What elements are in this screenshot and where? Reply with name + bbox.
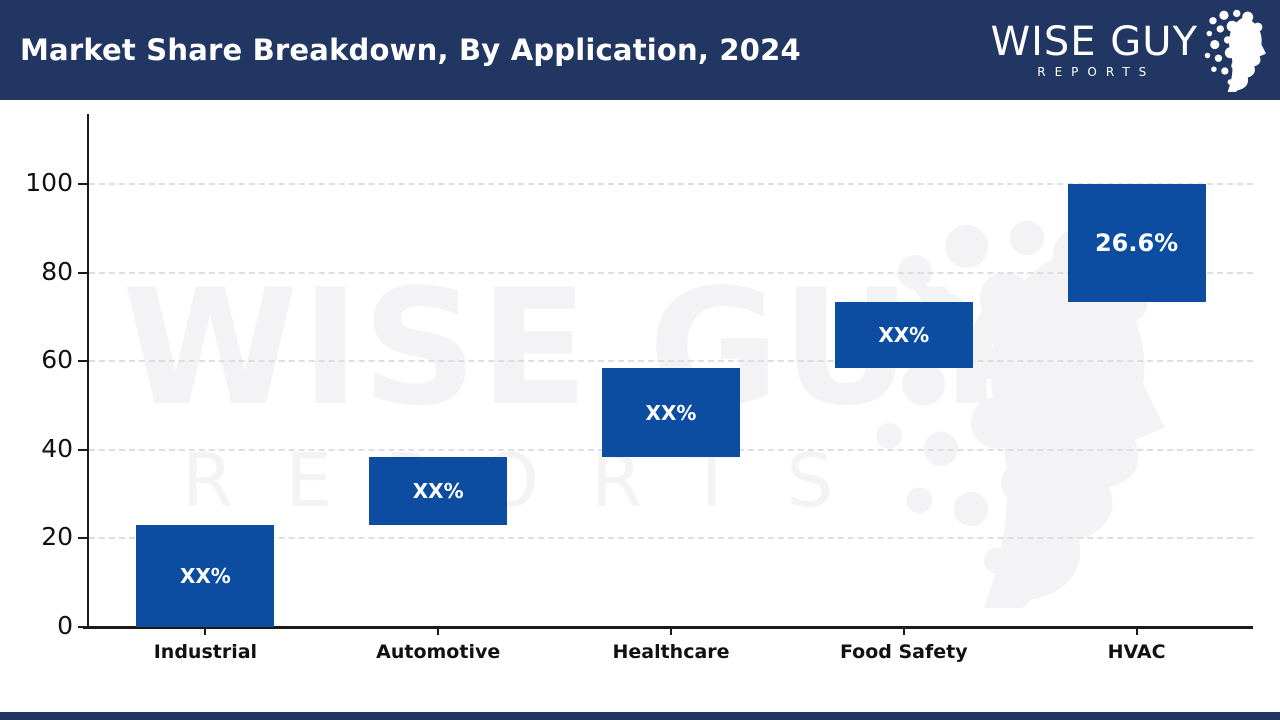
y-tick-mark (78, 626, 87, 628)
y-tick-label: 40 (41, 433, 73, 463)
x-tick-label-food-safety: Food Safety (839, 641, 968, 663)
y-tick-mark (78, 271, 87, 274)
y-tick-label: 0 (57, 611, 73, 640)
y-tick-label: 100 (25, 168, 73, 198)
y-tick-mark (78, 183, 87, 186)
y-tick-label: 20 (41, 522, 73, 552)
bar-food-safety: XX% (834, 302, 973, 369)
bar-hvac: 26.6% (1067, 184, 1206, 303)
y-tick-label: 60 (41, 345, 73, 375)
gridline-y100 (89, 183, 1253, 186)
plot-area: 0 20 40 60 80 100 XX% Industrial XX% Automotive XX… (25, 114, 1253, 663)
y-tick-mark (78, 537, 87, 540)
logo-wordmark: WISE GUY (990, 19, 1198, 65)
wiseguy-logo: WISE GUY REPORTS (991, 7, 1266, 93)
bar-value-label: XX% (179, 564, 231, 589)
x-tick-mark (1135, 627, 1138, 635)
x-tick-mark (204, 627, 207, 635)
x-axis-line (83, 626, 1253, 629)
y-tick-label: 80 (41, 256, 73, 286)
y-tick-mark (78, 448, 87, 451)
chart-title: Market Share Breakdown, By Application, … (20, 33, 801, 67)
footer-bar (0, 712, 1280, 720)
x-tick-mark (670, 627, 672, 635)
bar-industrial: XX% (136, 525, 275, 627)
x-tick-mark (902, 627, 905, 635)
x-tick-label-healthcare: Healthcare (612, 641, 730, 663)
bar-healthcare: XX% (602, 368, 740, 458)
bar-value-label: XX% (412, 479, 464, 504)
bar-value-label: XX% (645, 400, 697, 425)
y-axis-line (87, 114, 89, 627)
logo-face-icon (1204, 9, 1266, 93)
bar-automotive: XX% (369, 457, 508, 526)
x-tick-label-hvac: HVAC (1107, 641, 1166, 663)
gridline-y80 (89, 271, 1253, 274)
x-tick-mark (437, 627, 440, 635)
x-tick-label-industrial: Industrial (153, 641, 258, 663)
bar-value-label: XX% (878, 323, 930, 348)
gridline-y20 (89, 537, 1253, 540)
bar-value-label: 26.6% (1094, 229, 1179, 258)
gridline-y60 (89, 360, 1253, 363)
logo-subtitle: REPORTS (1037, 65, 1156, 79)
wiseguy-logo-text: WISE GUY REPORTS (991, 22, 1198, 78)
header-bar: Market Share Breakdown, By Application, … (0, 0, 1280, 100)
x-tick-label-automotive: Automotive (376, 641, 501, 663)
y-tick-mark (78, 360, 87, 363)
